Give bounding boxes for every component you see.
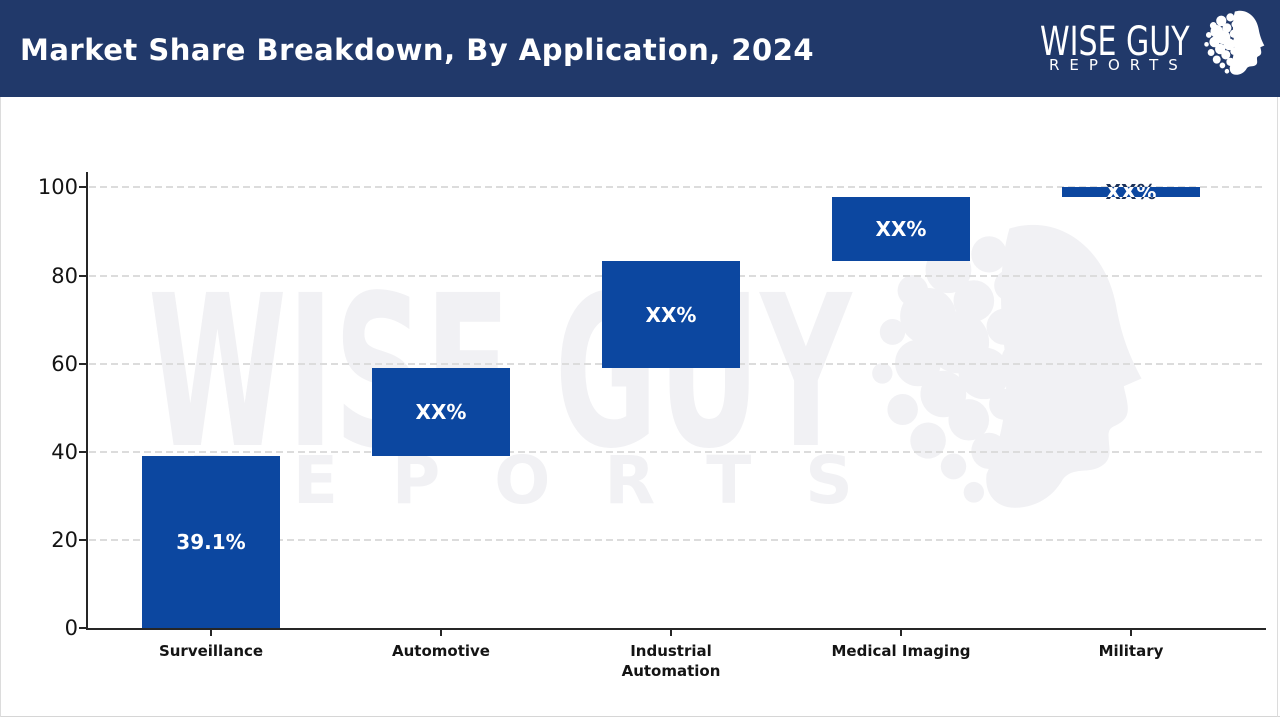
- logo-wordmark: WISE GUY: [1040, 19, 1190, 65]
- bar-automotive: [372, 368, 510, 456]
- bar-military: [1062, 187, 1200, 197]
- y-axis-tick-label-100: 100: [37, 175, 78, 200]
- gridline-20: [89, 538, 1266, 541]
- frame-border-left: [0, 97, 1, 717]
- gridline-40: [89, 450, 1266, 453]
- x-axis-tickmark-surveillance: [210, 630, 212, 636]
- bar-medical-imaging: [832, 196, 970, 262]
- y-axis-tickmark-60: [79, 362, 86, 365]
- bar-industrial-automation: [602, 261, 740, 369]
- frame-border-bottom: [0, 716, 1280, 717]
- x-axis-tickmark-industrial-automation: [670, 630, 672, 636]
- x-axis-label-automotive: Automotive: [392, 642, 490, 660]
- y-axis-spine: [86, 172, 88, 630]
- x-axis-label-industrial-automation: Industrial Automation: [621, 642, 721, 680]
- bar-surveillance: [142, 455, 280, 628]
- x-axis-label-medical-imaging: Medical Imaging: [831, 642, 971, 660]
- y-axis-tickmark-40: [79, 450, 86, 453]
- page-title: Market Share Breakdown, By Application, …: [20, 33, 815, 67]
- x-axis-tickmark-automotive: [440, 630, 442, 636]
- header: Market Share Breakdown, By Application, …: [0, 0, 1280, 97]
- y-axis-tick-label-60: 60: [51, 351, 78, 376]
- x-axis-label-military: Military: [1098, 642, 1164, 660]
- frame-border-right: [1277, 97, 1278, 717]
- bar-value-label: XX%: [415, 400, 467, 425]
- y-axis-tickmark-20: [79, 538, 86, 541]
- logo-subtext: REPORTS: [1049, 56, 1188, 74]
- wiseguy-logo: WISE GUY REPORTS: [1002, 0, 1272, 97]
- y-axis-tick-label-0: 0: [64, 616, 78, 640]
- bar-value-label: XX%: [1106, 187, 1157, 196]
- x-axis-tickmark-medical-imaging: [900, 630, 902, 636]
- watermark-subtext: REPORTS: [188, 442, 907, 519]
- y-axis-tick-label-80: 80: [51, 263, 78, 288]
- gridline-100: [89, 186, 1266, 189]
- y-axis-tickmark-80: [79, 274, 86, 277]
- bar-value-label: 39.1%: [176, 529, 246, 554]
- bar-value-label: XX%: [645, 302, 697, 327]
- logo-face-profile-icon: [1204, 10, 1265, 75]
- y-axis-tick-label-40: 40: [51, 439, 78, 464]
- y-axis-tick-label-20: 20: [51, 527, 78, 552]
- y-axis-tickmark-100: [79, 186, 86, 189]
- x-axis-label-surveillance: Surveillance: [158, 642, 264, 660]
- x-axis-tickmark-military: [1130, 630, 1132, 636]
- bar-value-label: XX%: [875, 217, 927, 242]
- bar-value-label-clip: XX%: [1062, 187, 1200, 196]
- x-axis-spine: [86, 628, 1266, 630]
- y-axis-tickmark-0: [79, 627, 86, 629]
